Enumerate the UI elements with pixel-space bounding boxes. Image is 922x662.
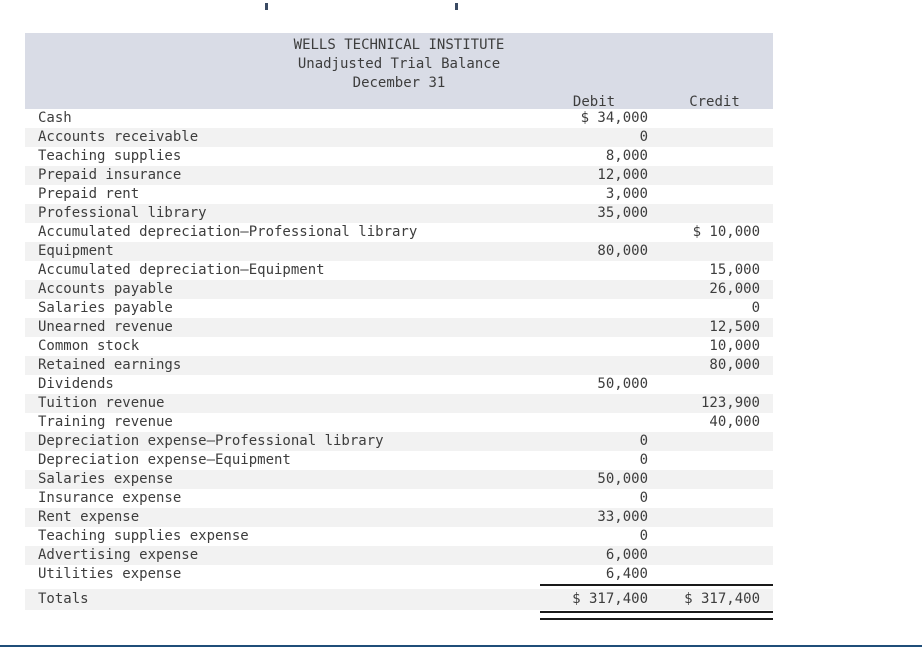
- account-name: Professional library: [38, 205, 207, 221]
- trial-balance-sheet: WELLS TECHNICAL INSTITUTE Unadjusted Tri…: [25, 33, 773, 620]
- account-name: Advertising expense: [38, 547, 199, 563]
- debit-amount: 0: [639, 528, 648, 544]
- account-row: Cash $ 34,000: [25, 109, 773, 128]
- account-name: Salaries expense: [38, 471, 173, 487]
- account-row: Salaries expense 50,000: [25, 470, 773, 489]
- artifact-tick-left: [265, 3, 268, 10]
- account-name: Dividends: [38, 376, 114, 392]
- debit-amount: 35,000: [597, 205, 648, 221]
- account-name: Common stock: [38, 338, 140, 354]
- account-row: Depreciation expense—Equipment 0: [25, 451, 773, 470]
- credit-amount: 15,000: [709, 262, 760, 278]
- totals-credit-amount: $ 317,400: [684, 591, 760, 607]
- debit-amount: 3,000: [605, 186, 648, 202]
- account-name: Unearned revenue: [38, 319, 173, 335]
- account-rows: Cash $ 34,000 Accounts receivable 0 Teaching…: [25, 109, 773, 584]
- company-name: WELLS TECHNICAL INSTITUTE: [293, 37, 505, 53]
- account-row: Insurance expense 0: [25, 489, 773, 508]
- debit-amount: 0: [639, 452, 648, 468]
- account-row: Utilities expense 6,400: [25, 565, 773, 584]
- debit-amount: 0: [639, 129, 648, 145]
- account-name: Teaching supplies: [38, 148, 182, 164]
- totals-double-rule: [540, 611, 773, 620]
- totals-row: Totals $ 317,400 $ 317,400: [25, 589, 773, 610]
- account-name: Prepaid rent: [38, 186, 140, 202]
- account-row: Advertising expense 6,000: [25, 546, 773, 565]
- account-name: Retained earnings: [38, 357, 182, 373]
- statement-title: Unadjusted Trial Balance: [297, 56, 501, 72]
- account-row: Prepaid insurance 12,000: [25, 166, 773, 185]
- statement-date: December 31: [352, 75, 446, 91]
- bottom-divider-line: [0, 645, 922, 647]
- account-row: Depreciation expense—Professional librar…: [25, 432, 773, 451]
- debit-amount: 33,000: [597, 509, 648, 525]
- credit-amount: 0: [751, 300, 760, 316]
- account-name: Cash: [38, 110, 72, 126]
- account-name: Teaching supplies expense: [38, 528, 249, 544]
- credit-amount: 26,000: [709, 281, 760, 297]
- totals-debit-amount: $ 317,400: [572, 591, 648, 607]
- account-name: Depreciation expense—Equipment: [38, 452, 291, 468]
- statement-header: WELLS TECHNICAL INSTITUTE Unadjusted Tri…: [25, 33, 773, 112]
- account-row: Common stock 10,000: [25, 337, 773, 356]
- debit-column-header: Debit: [572, 94, 616, 110]
- account-name: Accounts receivable: [38, 129, 199, 145]
- credit-amount: 40,000: [709, 414, 760, 430]
- account-name: Salaries payable: [38, 300, 173, 316]
- account-row: Salaries payable 0: [25, 299, 773, 318]
- debit-amount: 12,000: [597, 167, 648, 183]
- debit-amount: $ 34,000: [580, 110, 648, 126]
- account-row: Tuition revenue 123,900: [25, 394, 773, 413]
- credit-amount: 12,500: [709, 319, 760, 335]
- account-name: Insurance expense: [38, 490, 182, 506]
- account-row: Teaching supplies expense 0: [25, 527, 773, 546]
- account-name: Training revenue: [38, 414, 173, 430]
- account-row: Equipment 80,000: [25, 242, 773, 261]
- account-name: Accumulated depreciation—Equipment: [38, 262, 325, 278]
- account-row: Accumulated depreciation—Professional li…: [25, 223, 773, 242]
- account-row: Unearned revenue 12,500: [25, 318, 773, 337]
- account-name: Utilities expense: [38, 566, 182, 582]
- debit-amount: 50,000: [597, 471, 648, 487]
- account-name: Depreciation expense—Professional librar…: [38, 433, 384, 449]
- debit-amount: 80,000: [597, 243, 648, 259]
- account-name: Accounts payable: [38, 281, 173, 297]
- account-row: Accounts receivable 0: [25, 128, 773, 147]
- account-name: Equipment: [38, 243, 114, 259]
- debit-amount: 0: [639, 433, 648, 449]
- credit-amount: 123,900: [700, 395, 760, 411]
- account-name: Prepaid insurance: [38, 167, 182, 183]
- debit-amount: 8,000: [605, 148, 648, 164]
- credit-amount: $ 10,000: [692, 224, 760, 240]
- account-row: Professional library 35,000: [25, 204, 773, 223]
- artifact-tick-right: [455, 3, 458, 10]
- credit-amount: 10,000: [709, 338, 760, 354]
- account-row: Training revenue 40,000: [25, 413, 773, 432]
- debit-amount: 0: [639, 490, 648, 506]
- account-name: Rent expense: [38, 509, 140, 525]
- column-headers: Debit Credit: [25, 93, 773, 112]
- credit-column-header: Credit: [689, 94, 740, 110]
- debit-amount: 50,000: [597, 376, 648, 392]
- account-row: Retained earnings 80,000: [25, 356, 773, 375]
- account-row: Prepaid rent 3,000: [25, 185, 773, 204]
- account-row: Rent expense 33,000: [25, 508, 773, 527]
- account-row: Teaching supplies 8,000: [25, 147, 773, 166]
- account-row: Accounts payable 26,000: [25, 280, 773, 299]
- credit-amount: 80,000: [709, 357, 760, 373]
- account-row: Accumulated depreciation—Equipment 15,000: [25, 261, 773, 280]
- debit-amount: 6,000: [605, 547, 648, 563]
- account-name: Accumulated depreciation—Professional li…: [38, 224, 418, 240]
- totals-label: Totals: [38, 591, 89, 607]
- debit-amount: 6,400: [605, 566, 648, 582]
- account-name: Tuition revenue: [38, 395, 165, 411]
- account-row: Dividends 50,000: [25, 375, 773, 394]
- totals-top-rule: [540, 584, 773, 586]
